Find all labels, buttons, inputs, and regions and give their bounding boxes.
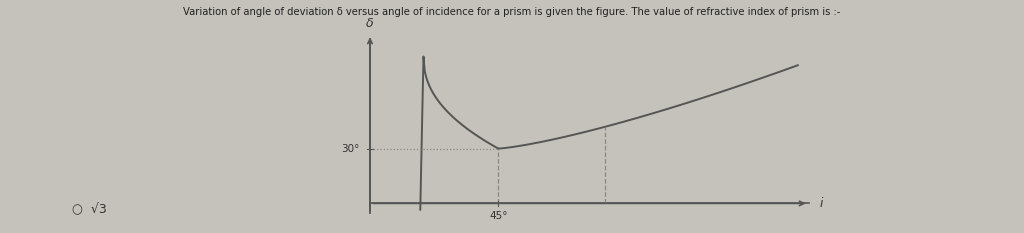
Text: δ: δ bbox=[367, 17, 374, 30]
Text: ○  √3: ○ √3 bbox=[72, 203, 106, 216]
Text: Variation of angle of deviation δ versus angle of incidence for a prism is given: Variation of angle of deviation δ versus… bbox=[183, 7, 841, 17]
Text: i: i bbox=[819, 197, 822, 210]
Text: 45°: 45° bbox=[489, 211, 508, 221]
Text: 30°: 30° bbox=[341, 144, 359, 154]
